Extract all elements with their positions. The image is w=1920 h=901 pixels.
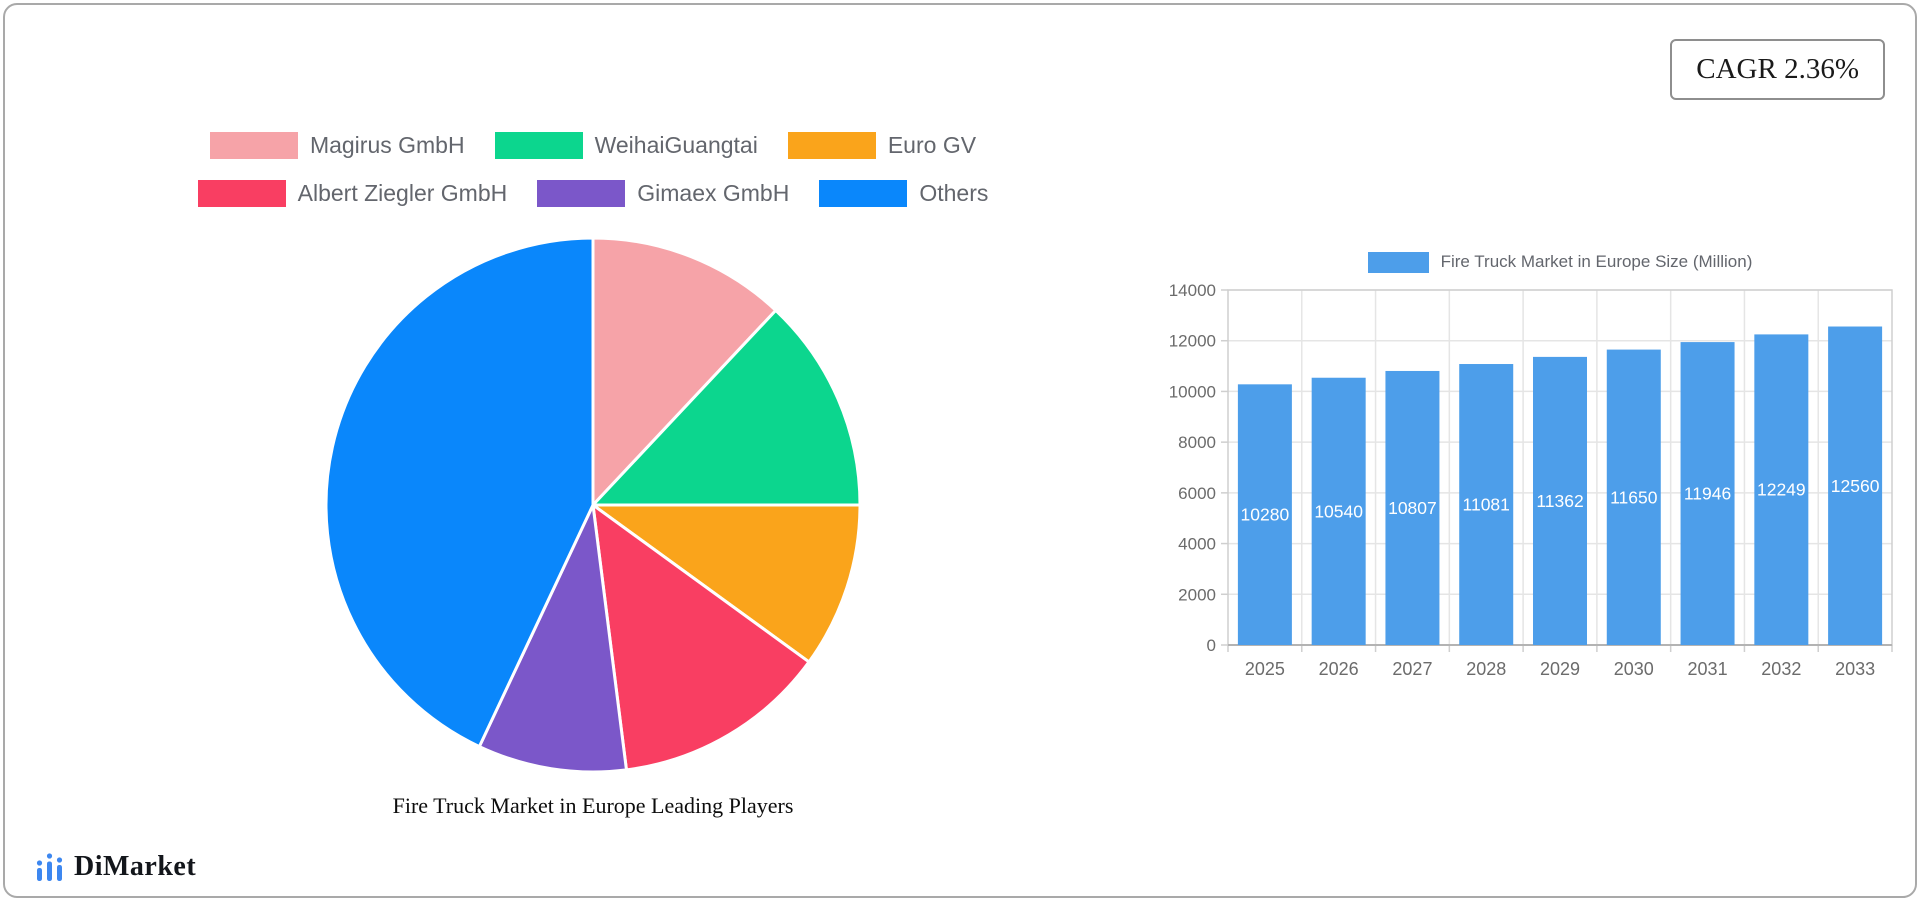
y-axis-tick-label: 4000: [1178, 535, 1216, 554]
pie-slice[interactable]: [591, 308, 862, 507]
pie-legend-label: WeihaiGuangtai: [594, 132, 758, 158]
pie-chart: [323, 235, 863, 775]
bar-chart-section: 0 2000 4000 6000 8000 10000 12000 14000 10280 202…: [1160, 245, 1900, 695]
x-axis-tick-label: 2030: [1614, 659, 1654, 679]
x-axis-tick-label: 2028: [1466, 659, 1506, 679]
pie-legend-label: Euro GV: [887, 132, 977, 158]
x-axis-tick-label: 2025: [1245, 659, 1285, 679]
bar-value-label: 10807: [1388, 498, 1437, 518]
bar-value-label: 11081: [1463, 495, 1510, 515]
pie-legend-item[interactable]: Others: [819, 180, 988, 207]
bar-legend-label: Fire Truck Market in Europe Size (Millio…: [1440, 252, 1753, 271]
y-axis-tick-label: 6000: [1178, 484, 1216, 503]
bar[interactable]: [1237, 384, 1292, 645]
pie-legend-item[interactable]: Magirus GmbH: [209, 132, 465, 159]
pie-legend-swatch-icon: [787, 132, 876, 159]
bar-chart: 0 2000 4000 6000 8000 10000 12000 14000 10280 202…: [1169, 281, 1893, 679]
x-axis-tick-label: 2027: [1392, 659, 1432, 679]
pie-chart-title: Fire Truck Market in Europe Leading Play…: [392, 793, 794, 818]
pie-slice[interactable]: [591, 503, 811, 772]
pie-legend-item[interactable]: Euro GV: [787, 132, 977, 159]
bar[interactable]: [1533, 356, 1587, 645]
pie-legend-label: Magirus GmbH: [309, 132, 465, 158]
pie-legend-item[interactable]: WeihaiGuangtai: [494, 132, 758, 159]
pie-legend-swatch-icon: [494, 132, 583, 159]
pie-legend: Magirus GmbH WeihaiGuangtai Euro GV Albert …: [193, 132, 993, 207]
brand-name: DiMarket: [74, 851, 197, 882]
x-axis-tick-label: 2032: [1761, 659, 1801, 679]
bar-value-label: 12560: [1831, 476, 1880, 496]
pie-legend-row: Magirus GmbH WeihaiGuangtai Euro GV: [193, 132, 993, 159]
dimarket-logo-icon: [36, 853, 63, 881]
bar-value-label: 10280: [1241, 505, 1290, 525]
brand-logo: DiMarket: [35, 851, 196, 883]
bar[interactable]: [1754, 334, 1809, 645]
bar-value-label: 10540: [1314, 501, 1363, 521]
y-axis-tick-label: 12000: [1169, 332, 1216, 351]
bar[interactable]: [1311, 377, 1366, 645]
y-axis-tick-label: 10000: [1169, 382, 1216, 401]
pie-slice[interactable]: [324, 236, 595, 749]
bar[interactable]: [1828, 326, 1883, 645]
pie-legend-item[interactable]: Gimaex GmbH: [537, 180, 789, 207]
bar[interactable]: [1606, 349, 1661, 645]
pie-slice[interactable]: [591, 503, 862, 664]
bar-legend-swatch-icon: [1367, 251, 1429, 273]
report-card: CAGR 2.36% Magirus GmbH WeihaiGuangtai Eur…: [3, 3, 1917, 898]
bar-value-label: 11362: [1536, 491, 1583, 511]
y-axis-tick-label: 14000: [1169, 281, 1216, 300]
y-axis-tick-label: 0: [1207, 636, 1216, 655]
cagr-badge: CAGR 2.36%: [1670, 39, 1885, 100]
x-axis-tick-label: 2029: [1540, 659, 1580, 679]
pie-legend-label: Gimaex GmbH: [637, 180, 790, 206]
pie-legend-row: Albert Ziegler GmbH Gimaex GmbH Others: [193, 180, 993, 207]
pie-legend-swatch-icon: [819, 180, 908, 207]
pie-legend-label: Albert Ziegler GmbH: [297, 180, 508, 206]
bar[interactable]: [1385, 370, 1440, 645]
x-axis-tick-label: 2033: [1835, 659, 1875, 679]
pie-slice[interactable]: [591, 236, 778, 507]
bar-value-label: 11650: [1610, 487, 1658, 507]
x-axis-tick-label: 2031: [1688, 659, 1728, 679]
bar[interactable]: [1459, 364, 1514, 645]
pie-legend-swatch-icon: [537, 180, 626, 207]
bar-value-label: 12249: [1757, 480, 1806, 500]
pie-legend-item[interactable]: Albert Ziegler GmbH: [197, 180, 508, 207]
bar-value-label: 11946: [1684, 484, 1731, 504]
pie-legend-label: Others: [919, 180, 989, 206]
pie-legend-swatch-icon: [209, 132, 298, 159]
bar[interactable]: [1680, 342, 1735, 645]
bar-legend-item[interactable]: Fire Truck Market in Europe Size (Millio…: [1228, 249, 1892, 275]
pie-slice[interactable]: [477, 503, 628, 774]
pie-legend-swatch-icon: [197, 180, 286, 207]
y-axis-tick-label: 2000: [1178, 585, 1216, 604]
y-axis-tick-label: 8000: [1178, 433, 1216, 452]
x-axis-tick-label: 2026: [1319, 659, 1359, 679]
